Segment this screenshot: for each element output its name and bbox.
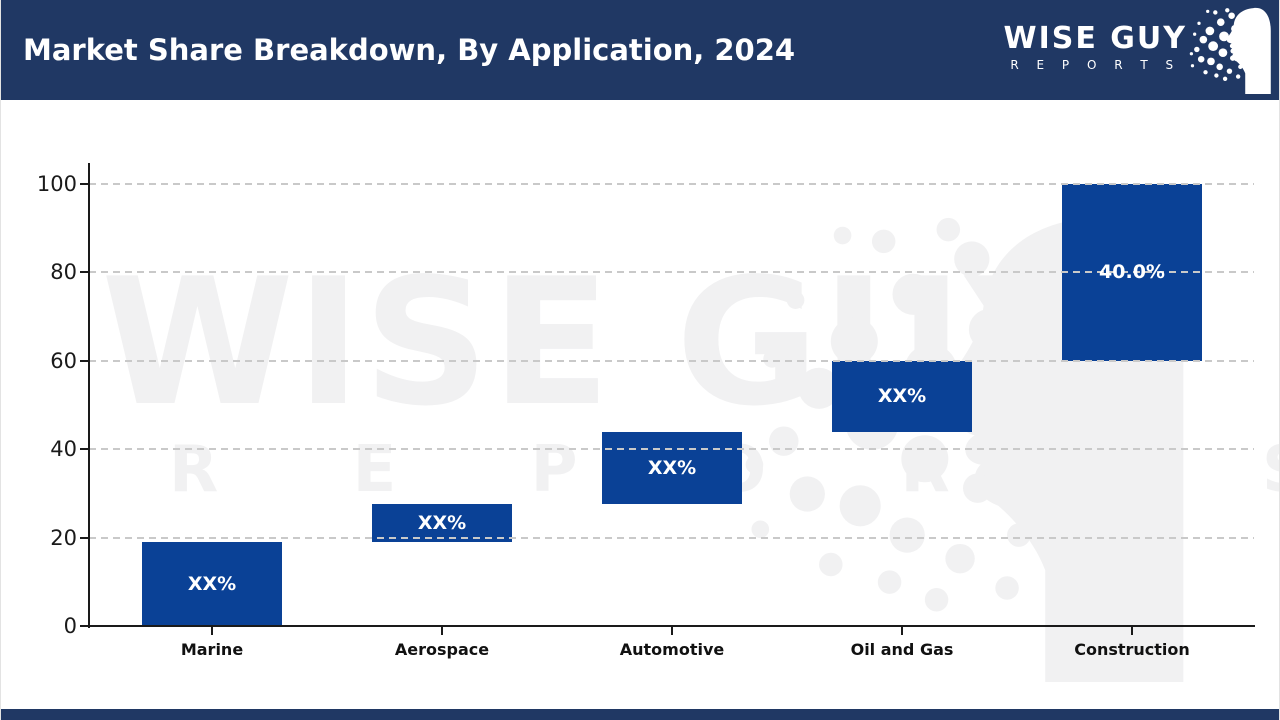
category-label-oil-and-gas: Oil and Gas xyxy=(850,640,954,659)
chart-plot-area: 0 20 40 60 80 100 XX% Marine XX% Aerospace XX% Auto… xyxy=(1,100,1279,709)
bar-value-label-aerospace: XX% xyxy=(417,512,467,535)
bar-value-label-construction: 40.0% xyxy=(1099,261,1165,284)
y-tick-100 xyxy=(80,183,88,185)
brand-logo-text: WISE GUY R E P O R T S xyxy=(1003,22,1187,74)
x-tick-oil-and-gas xyxy=(901,627,903,635)
page-title: Market Share Breakdown, By Application, … xyxy=(23,33,796,67)
y-tick-label-80: 80 xyxy=(50,260,77,285)
bar-oil-and-gas xyxy=(832,360,972,432)
x-tick-marine xyxy=(211,627,213,635)
category-label-construction: Construction xyxy=(1074,640,1190,659)
x-tick-construction xyxy=(1131,627,1133,635)
y-tick-80 xyxy=(80,271,88,274)
gridline-40 xyxy=(89,448,1254,451)
y-tick-60 xyxy=(80,359,88,362)
y-tick-label-0: 0 xyxy=(63,614,77,638)
x-tick-aerospace xyxy=(441,627,443,635)
category-label-aerospace: Aerospace xyxy=(394,640,490,659)
y-tick-label-20: 20 xyxy=(50,525,77,550)
y-tick-label-60: 60 xyxy=(50,348,77,373)
brand-name-label: WISE GUY xyxy=(1003,21,1187,56)
x-tick-automotive xyxy=(671,627,673,635)
gridline-100 xyxy=(89,183,1254,185)
category-label-automotive: Automotive xyxy=(619,640,725,659)
y-tick-20 xyxy=(80,536,88,539)
y-tick-label-100: 100 xyxy=(36,172,77,196)
y-tick-0 xyxy=(80,625,88,627)
bar-value-label-marine: XX% xyxy=(187,573,237,595)
brand-dotted-head-icon xyxy=(1189,7,1271,94)
gridline-80 xyxy=(89,271,1254,274)
category-label-marine: Marine xyxy=(180,640,244,659)
gridline-60 xyxy=(89,359,1254,362)
brand-logo: WISE GUY R E P O R T S xyxy=(1003,0,1273,100)
bar-automotive xyxy=(602,431,742,505)
gridline-20 xyxy=(89,536,1254,539)
bar-aerospace xyxy=(372,504,512,542)
y-axis-line xyxy=(88,163,90,628)
y-tick-label-40: 40 xyxy=(50,437,77,462)
x-axis-line xyxy=(88,625,1255,627)
footer-bar xyxy=(1,709,1279,720)
y-tick-40 xyxy=(80,448,88,451)
bar-value-label-oil-and-gas: XX% xyxy=(877,385,927,408)
header-bar: Market Share Breakdown, By Application, … xyxy=(1,0,1279,100)
bar-value-label-automotive: XX% xyxy=(647,456,697,479)
brand-sub-label: R E P O R T S xyxy=(1010,58,1181,72)
bar-marine xyxy=(142,542,282,626)
